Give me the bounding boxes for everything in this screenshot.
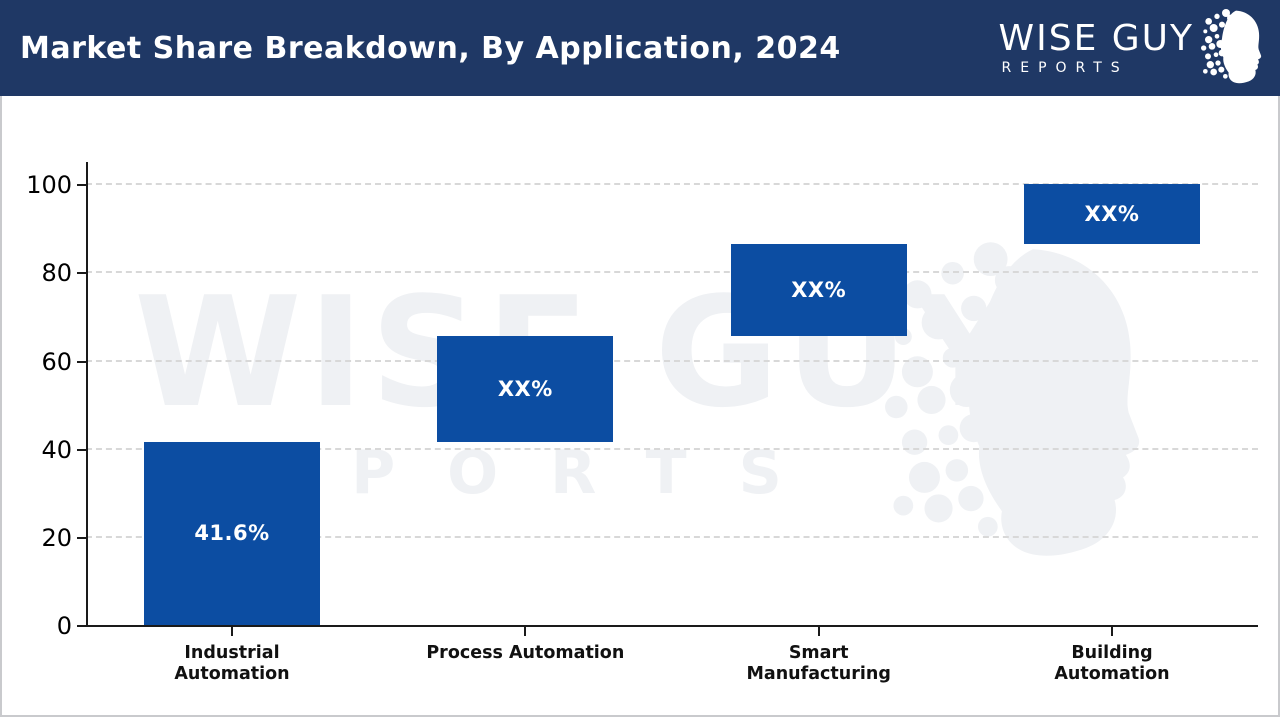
y-tick-mark xyxy=(77,184,86,187)
brand-logo: WISE GUY REPORTS xyxy=(999,8,1267,88)
category-label-line: Manufacturing xyxy=(746,664,891,684)
brand-name: WISE GUY xyxy=(998,17,1194,59)
y-tick-label: 80 xyxy=(41,259,72,288)
chart-area: WISE GUY REPORTS 0 20 40 60 80 100 41.6% Indust… xyxy=(0,96,1280,717)
category-label: Building Automation xyxy=(982,643,1242,685)
y-tick-label: 40 xyxy=(41,435,72,464)
x-tick-mark xyxy=(231,627,233,636)
y-tick-mark xyxy=(77,272,86,275)
gridline xyxy=(86,447,1258,450)
y-tick-mark xyxy=(77,536,86,539)
category-label-line: Automation xyxy=(174,664,290,684)
page-title: Market Share Breakdown, By Application, … xyxy=(20,30,841,66)
category-label-line: Automation xyxy=(1054,664,1170,684)
category-label: Process Automation xyxy=(395,643,655,664)
category-label-line: Building xyxy=(1071,643,1153,663)
category-label-line: Smart xyxy=(788,643,849,663)
bar-value-label: XX% xyxy=(1084,202,1140,227)
gridline xyxy=(86,183,1258,186)
x-axis-line xyxy=(86,625,1258,627)
category-label-line: Process Automation xyxy=(426,643,625,663)
category-label: Industrial Automation xyxy=(102,643,362,685)
face-profile-icon xyxy=(1201,9,1262,84)
brand-subname: REPORTS xyxy=(1001,59,1129,76)
y-tick-mark xyxy=(77,448,86,451)
bar: XX% xyxy=(437,335,614,442)
gridline xyxy=(86,271,1258,274)
brand-logo-text: WISE GUY REPORTS xyxy=(998,17,1195,76)
category-label-line: Industrial xyxy=(184,643,280,663)
watermark-face-icon xyxy=(885,242,1140,556)
y-tick-mark xyxy=(77,625,86,627)
y-tick-label: 100 xyxy=(26,171,72,200)
bar-value-label: XX% xyxy=(791,277,847,302)
bar: XX% xyxy=(730,243,907,336)
header-bar: Market Share Breakdown, By Application, … xyxy=(0,0,1280,96)
y-tick-label: 0 xyxy=(56,612,72,640)
x-tick-mark xyxy=(524,627,527,636)
y-axis-line xyxy=(86,162,88,627)
gridline xyxy=(86,359,1258,362)
category-label: Smart Manufacturing xyxy=(689,643,949,685)
x-tick-mark xyxy=(817,627,820,636)
y-tick-mark xyxy=(77,360,86,363)
y-tick-label: 20 xyxy=(41,523,72,552)
bar-value-label: XX% xyxy=(497,376,553,401)
bar: XX% xyxy=(1023,184,1200,244)
bar-value-label: 41.6% xyxy=(194,521,270,546)
x-tick-mark xyxy=(1110,627,1113,636)
bar: 41.6% xyxy=(144,441,320,625)
y-tick-label: 60 xyxy=(41,347,72,376)
gridline xyxy=(86,535,1258,538)
